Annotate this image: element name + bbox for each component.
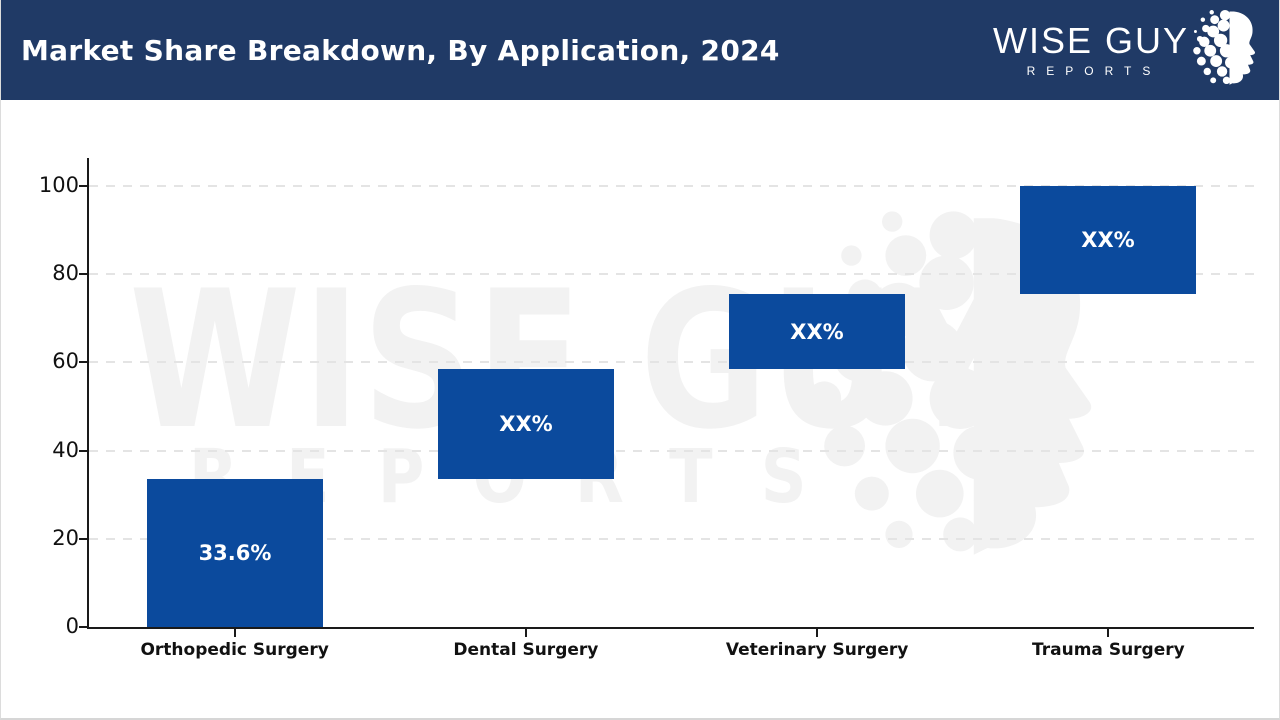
y-tick-label: 40 bbox=[52, 437, 79, 462]
gridline bbox=[89, 449, 1254, 452]
brand-logo: WISE GUY REPORTS bbox=[993, 9, 1265, 91]
x-tick-mark bbox=[524, 629, 527, 637]
y-tick-mark bbox=[79, 449, 88, 452]
x-axis-line bbox=[87, 627, 1254, 629]
bar: XX% bbox=[438, 369, 614, 479]
y-tick-mark bbox=[79, 185, 88, 187]
bar: XX% bbox=[729, 294, 905, 369]
x-category-label: Dental Surgery bbox=[453, 640, 599, 660]
x-tick-mark bbox=[816, 629, 819, 637]
bar-value-label: XX% bbox=[1081, 228, 1135, 252]
bar: XX% bbox=[1020, 186, 1196, 294]
x-category-label: Orthopedic Surgery bbox=[140, 640, 329, 660]
gridline bbox=[89, 273, 1254, 276]
bar-value-label: 33.6% bbox=[198, 541, 272, 565]
y-tick-label: 80 bbox=[52, 261, 79, 286]
y-tick-label: 0 bbox=[65, 614, 79, 638]
y-tick-mark bbox=[79, 361, 88, 364]
bar-value-label: XX% bbox=[790, 319, 844, 344]
x-tick-mark bbox=[1107, 629, 1110, 637]
brand-subname: REPORTS bbox=[1026, 63, 1162, 78]
bar: 33.6% bbox=[147, 479, 323, 627]
brand-name: WISE GUY bbox=[992, 19, 1189, 61]
y-tick-label: 100 bbox=[38, 173, 79, 197]
brand-logo-text: WISE GUY REPORTS bbox=[992, 19, 1189, 78]
x-category-label: Veterinary Surgery bbox=[725, 640, 909, 660]
y-tick-mark bbox=[79, 626, 88, 628]
gridline bbox=[89, 185, 1254, 187]
y-tick-label: 20 bbox=[52, 525, 79, 550]
y-tick-mark bbox=[79, 273, 88, 276]
brand-head-icon bbox=[1193, 10, 1256, 85]
header: Market Share Breakdown, By Application, … bbox=[1, 0, 1279, 100]
x-tick-mark bbox=[233, 629, 236, 637]
bar-value-label: XX% bbox=[499, 412, 553, 436]
y-axis-line bbox=[87, 158, 89, 629]
page-title: Market Share Breakdown, By Application, … bbox=[21, 33, 780, 67]
gridline bbox=[89, 537, 1254, 540]
x-category-label: Trauma Surgery bbox=[1032, 640, 1185, 660]
y-tick-mark bbox=[79, 537, 88, 540]
y-tick-label: 60 bbox=[52, 349, 79, 374]
gridline bbox=[89, 361, 1254, 364]
